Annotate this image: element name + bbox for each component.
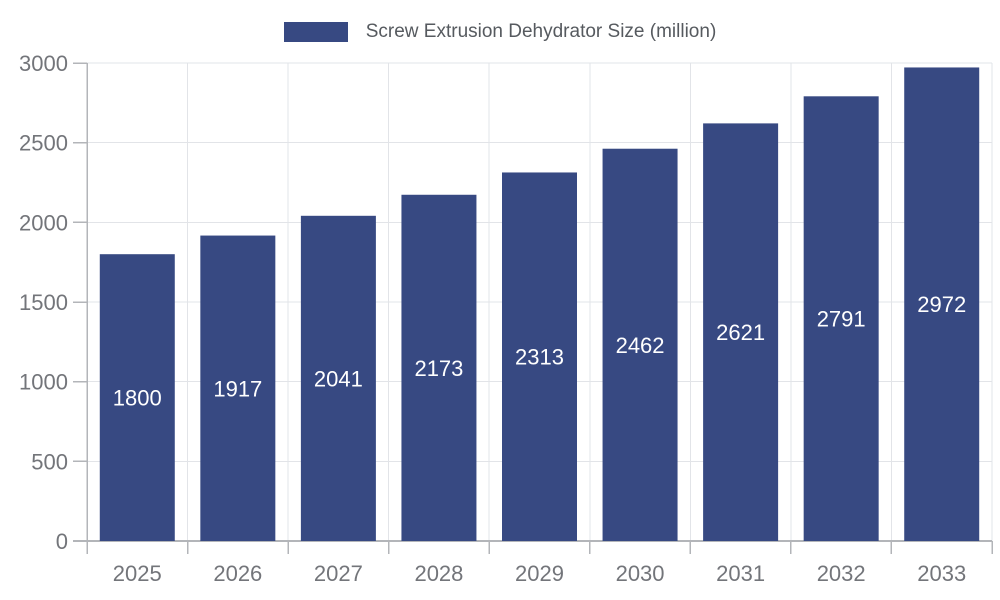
bar[interactable]	[200, 235, 276, 542]
bar-value-label: 1917	[213, 376, 262, 401]
bar[interactable]	[703, 123, 779, 542]
bar[interactable]	[602, 148, 678, 542]
bar-value-label: 2173	[414, 356, 463, 381]
bar-value-label: 2791	[817, 307, 866, 332]
x-tick-label: 2033	[917, 561, 966, 586]
y-tick-label: 1000	[19, 370, 68, 395]
y-tick-label: 2500	[19, 131, 68, 156]
x-tick-label: 2031	[716, 561, 765, 586]
legend[interactable]: Screw Extrusion Dehydrator Size (million…	[0, 20, 1000, 44]
x-tick-label: 2025	[113, 561, 162, 586]
y-tick-label: 0	[56, 529, 68, 554]
x-tick-label: 2030	[616, 561, 665, 586]
x-tick-label: 2032	[817, 561, 866, 586]
bar-value-label: 2972	[917, 292, 966, 317]
legend-label: Screw Extrusion Dehydrator Size (million…	[365, 21, 717, 42]
bar-value-label: 1800	[113, 386, 162, 411]
bar[interactable]	[300, 215, 376, 541]
bar-value-label: 2462	[616, 333, 665, 358]
y-tick-label: 2000	[19, 210, 68, 235]
bar[interactable]	[904, 67, 980, 541]
x-tick-label: 2026	[213, 561, 262, 586]
bar[interactable]	[401, 194, 477, 541]
bar[interactable]	[99, 254, 175, 541]
y-tick-label: 3000	[19, 51, 68, 76]
legend-swatch-icon	[283, 22, 348, 42]
y-tick-label: 1500	[19, 290, 68, 315]
y-tick-label: 500	[31, 449, 68, 474]
x-tick-label: 2028	[414, 561, 463, 586]
bar-value-label: 2041	[314, 366, 363, 391]
bar[interactable]	[803, 96, 879, 542]
bar[interactable]	[502, 172, 577, 541]
bar-value-label: 2313	[515, 345, 564, 370]
x-tick-label: 2029	[515, 561, 564, 586]
x-tick-label: 2027	[314, 561, 363, 586]
bar-value-label: 2621	[716, 320, 765, 345]
